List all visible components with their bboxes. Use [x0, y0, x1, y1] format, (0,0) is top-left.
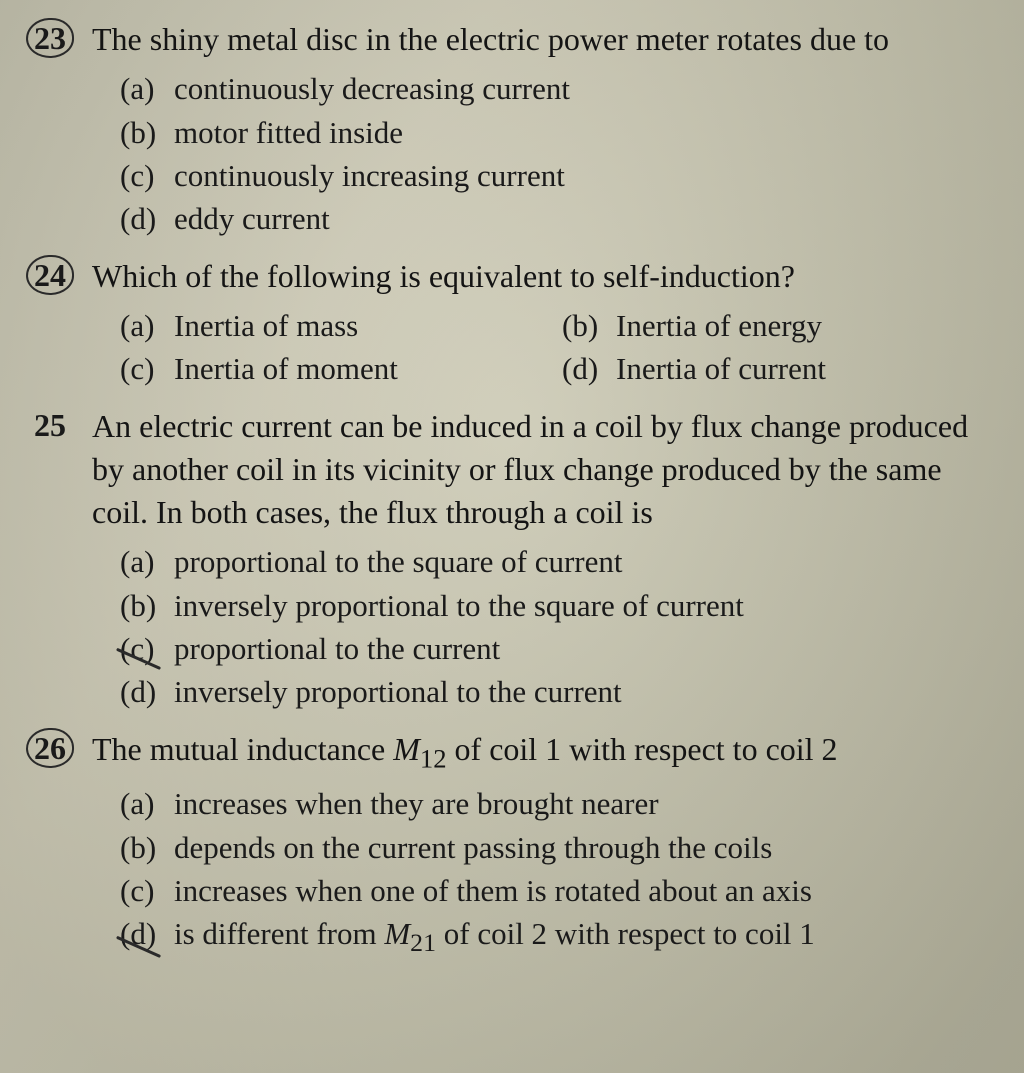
option-letter: (c): [120, 869, 174, 912]
option-letter: (d): [120, 670, 174, 713]
option-text: motor fitted inside: [174, 111, 403, 154]
option-letter: (a): [120, 782, 174, 825]
option-text: eddy current: [174, 197, 330, 240]
option-letter: (b): [120, 111, 174, 154]
option-letter: (a): [120, 540, 174, 583]
question-number: 26: [34, 732, 66, 764]
question-block: 26 The mutual inductance M12 of coil 1 wi…: [30, 728, 994, 962]
option-text: proportional to the current: [174, 627, 500, 670]
option-item: (d)inversely proportional to the current: [120, 670, 994, 713]
option-item: (a)continuously decreasing current: [120, 67, 994, 110]
option-letter: (c): [120, 347, 174, 390]
option-letter: (d): [120, 197, 174, 240]
option-letter: (a): [120, 304, 174, 347]
question-number: 23: [34, 22, 66, 54]
question-number: 24: [34, 259, 66, 291]
option-letter: (b): [562, 304, 616, 347]
question-block: 23 The shiny metal disc in the electric p…: [30, 18, 994, 241]
options-list: (a)Inertia of mass(b)Inertia of energy(c…: [120, 304, 994, 391]
option-item: (b)motor fitted inside: [120, 111, 994, 154]
option-text: increases when one of them is rotated ab…: [174, 869, 812, 912]
option-text: depends on the current passing through t…: [174, 826, 772, 869]
option-item: (b)inversely proportional to the square …: [120, 584, 994, 627]
question-number-wrap: 23: [30, 18, 92, 54]
option-item: (d)Inertia of current: [562, 347, 994, 390]
option-letter: (d): [562, 347, 616, 390]
question-stem: Which of the following is equivalent to …: [92, 255, 795, 298]
option-text: is different from M21 of coil 2 with res…: [174, 912, 815, 961]
option-letter: (c): [120, 154, 174, 197]
question-row: 23 The shiny metal disc in the electric p…: [30, 18, 994, 61]
option-letter: (d): [120, 912, 174, 961]
option-text: Inertia of mass: [174, 304, 358, 347]
option-item: (c)Inertia of moment: [120, 347, 552, 390]
question-row: 26 The mutual inductance M12 of coil 1 wi…: [30, 728, 994, 776]
option-item: (a)increases when they are brought neare…: [120, 782, 994, 825]
option-item: (a)proportional to the square of current: [120, 540, 994, 583]
question-row: 24 Which of the following is equivalent t…: [30, 255, 994, 298]
option-item: (b)Inertia of energy: [562, 304, 994, 347]
page-body: 23 The shiny metal disc in the electric p…: [30, 18, 994, 962]
question-stem: An electric current can be induced in a …: [92, 405, 994, 535]
question-stem: The mutual inductance M12 of coil 1 with…: [92, 728, 838, 776]
options-list: (a)increases when they are brought neare…: [120, 782, 994, 962]
option-item: (c)increases when one of them is rotated…: [120, 869, 994, 912]
question-number: 25: [34, 409, 66, 441]
options-list: (a)continuously decreasing current(b)mot…: [120, 67, 994, 241]
option-item: (b)depends on the current passing throug…: [120, 826, 994, 869]
question-stem: The shiny metal disc in the electric pow…: [92, 18, 889, 61]
option-item: (d)is different from M21 of coil 2 with …: [120, 912, 994, 961]
option-item: (c)continuously increasing current: [120, 154, 994, 197]
option-text: inversely proportional to the current: [174, 670, 622, 713]
question-row: 25 An electric current can be induced in …: [30, 405, 994, 535]
question-number-wrap: 25: [30, 405, 92, 441]
option-letter: (a): [120, 67, 174, 110]
option-text: continuously decreasing current: [174, 67, 570, 110]
option-item: (c)proportional to the current: [120, 627, 994, 670]
option-text: Inertia of energy: [616, 304, 822, 347]
option-letter: (b): [120, 584, 174, 627]
option-item: (d)eddy current: [120, 197, 994, 240]
option-item: (a)Inertia of mass: [120, 304, 552, 347]
option-text: increases when they are brought nearer: [174, 782, 659, 825]
option-text: proportional to the square of current: [174, 540, 623, 583]
option-text: Inertia of current: [616, 347, 826, 390]
question-number-wrap: 24: [30, 255, 92, 291]
options-list: (a)proportional to the square of current…: [120, 540, 994, 714]
option-text: inversely proportional to the square of …: [174, 584, 744, 627]
option-letter: (b): [120, 826, 174, 869]
option-text: Inertia of moment: [174, 347, 398, 390]
question-number-wrap: 26: [30, 728, 92, 764]
question-block: 25 An electric current can be induced in …: [30, 405, 994, 714]
option-letter: (c): [120, 627, 174, 670]
question-block: 24 Which of the following is equivalent t…: [30, 255, 994, 391]
option-text: continuously increasing current: [174, 154, 565, 197]
